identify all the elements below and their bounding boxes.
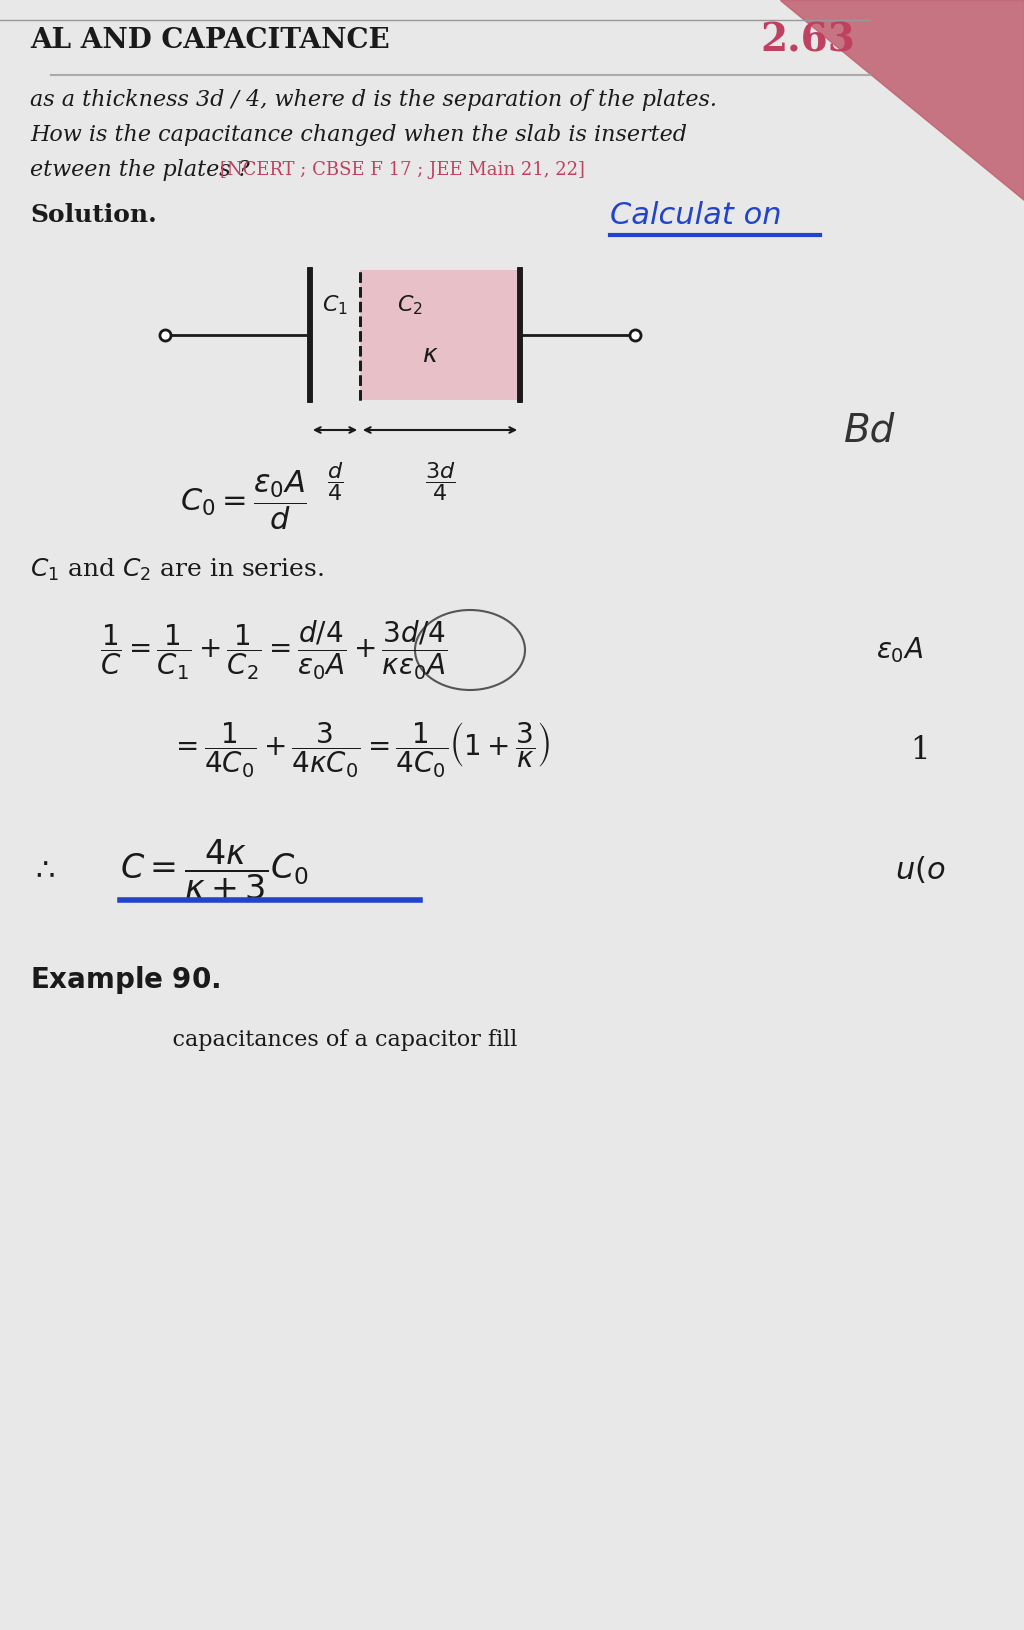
Text: AL AND CAPACITANCE: AL AND CAPACITANCE bbox=[30, 26, 389, 54]
Text: How is the capacitance changed when the slab is inserted: How is the capacitance changed when the … bbox=[30, 124, 687, 147]
Text: $\dfrac{3d}{4}$: $\dfrac{3d}{4}$ bbox=[425, 460, 456, 504]
Text: $\therefore$: $\therefore$ bbox=[30, 854, 55, 885]
Text: [NCERT ; CBSE F 17 ; JEE Main 21, 22]: [NCERT ; CBSE F 17 ; JEE Main 21, 22] bbox=[220, 161, 585, 179]
Text: capacitances of a capacitor fill: capacitances of a capacitor fill bbox=[30, 1029, 517, 1051]
Text: $= \dfrac{1}{4C_0} + \dfrac{3}{4\kappa C_0} = \dfrac{1}{4C_0}\left(1+\dfrac{3}{\: $= \dfrac{1}{4C_0} + \dfrac{3}{4\kappa C… bbox=[170, 720, 551, 779]
Text: as a thickness 3d / 4, where d is the separation of the plates.: as a thickness 3d / 4, where d is the se… bbox=[30, 90, 717, 111]
Text: Bd: Bd bbox=[845, 411, 896, 448]
Text: $\kappa$: $\kappa$ bbox=[422, 344, 438, 367]
Text: $\dfrac{1}{C} = \dfrac{1}{C_1} + \dfrac{1}{C_2} = \dfrac{d/4}{\varepsilon_0 A} +: $\dfrac{1}{C} = \dfrac{1}{C_1} + \dfrac{… bbox=[100, 618, 447, 681]
Text: $C_1$: $C_1$ bbox=[322, 293, 348, 316]
Text: $C_1$ and $C_2$ are in series.: $C_1$ and $C_2$ are in series. bbox=[30, 557, 324, 584]
Text: 1: 1 bbox=[910, 735, 930, 766]
FancyBboxPatch shape bbox=[360, 271, 520, 399]
Text: 2.63: 2.63 bbox=[760, 21, 855, 59]
Text: etween the plates ?: etween the plates ? bbox=[30, 160, 250, 181]
Text: $u(o$: $u(o$ bbox=[895, 854, 945, 885]
Text: Calculat on: Calculat on bbox=[610, 200, 781, 230]
Polygon shape bbox=[780, 0, 1024, 200]
Text: $C_0 = \dfrac{\varepsilon_0 A}{d}$: $C_0 = \dfrac{\varepsilon_0 A}{d}$ bbox=[180, 468, 307, 531]
Text: $C_2$: $C_2$ bbox=[397, 293, 423, 316]
Text: Solution.: Solution. bbox=[30, 204, 157, 227]
Text: $C = \dfrac{4\kappa}{\kappa+3} C_0$: $C = \dfrac{4\kappa}{\kappa+3} C_0$ bbox=[120, 838, 309, 903]
Text: $\dfrac{d}{4}$: $\dfrac{d}{4}$ bbox=[327, 460, 343, 504]
Text: $\bf{Example\ 90.}$: $\bf{Example\ 90.}$ bbox=[30, 963, 220, 996]
Text: $\varepsilon_0 A$: $\varepsilon_0 A$ bbox=[877, 636, 924, 665]
